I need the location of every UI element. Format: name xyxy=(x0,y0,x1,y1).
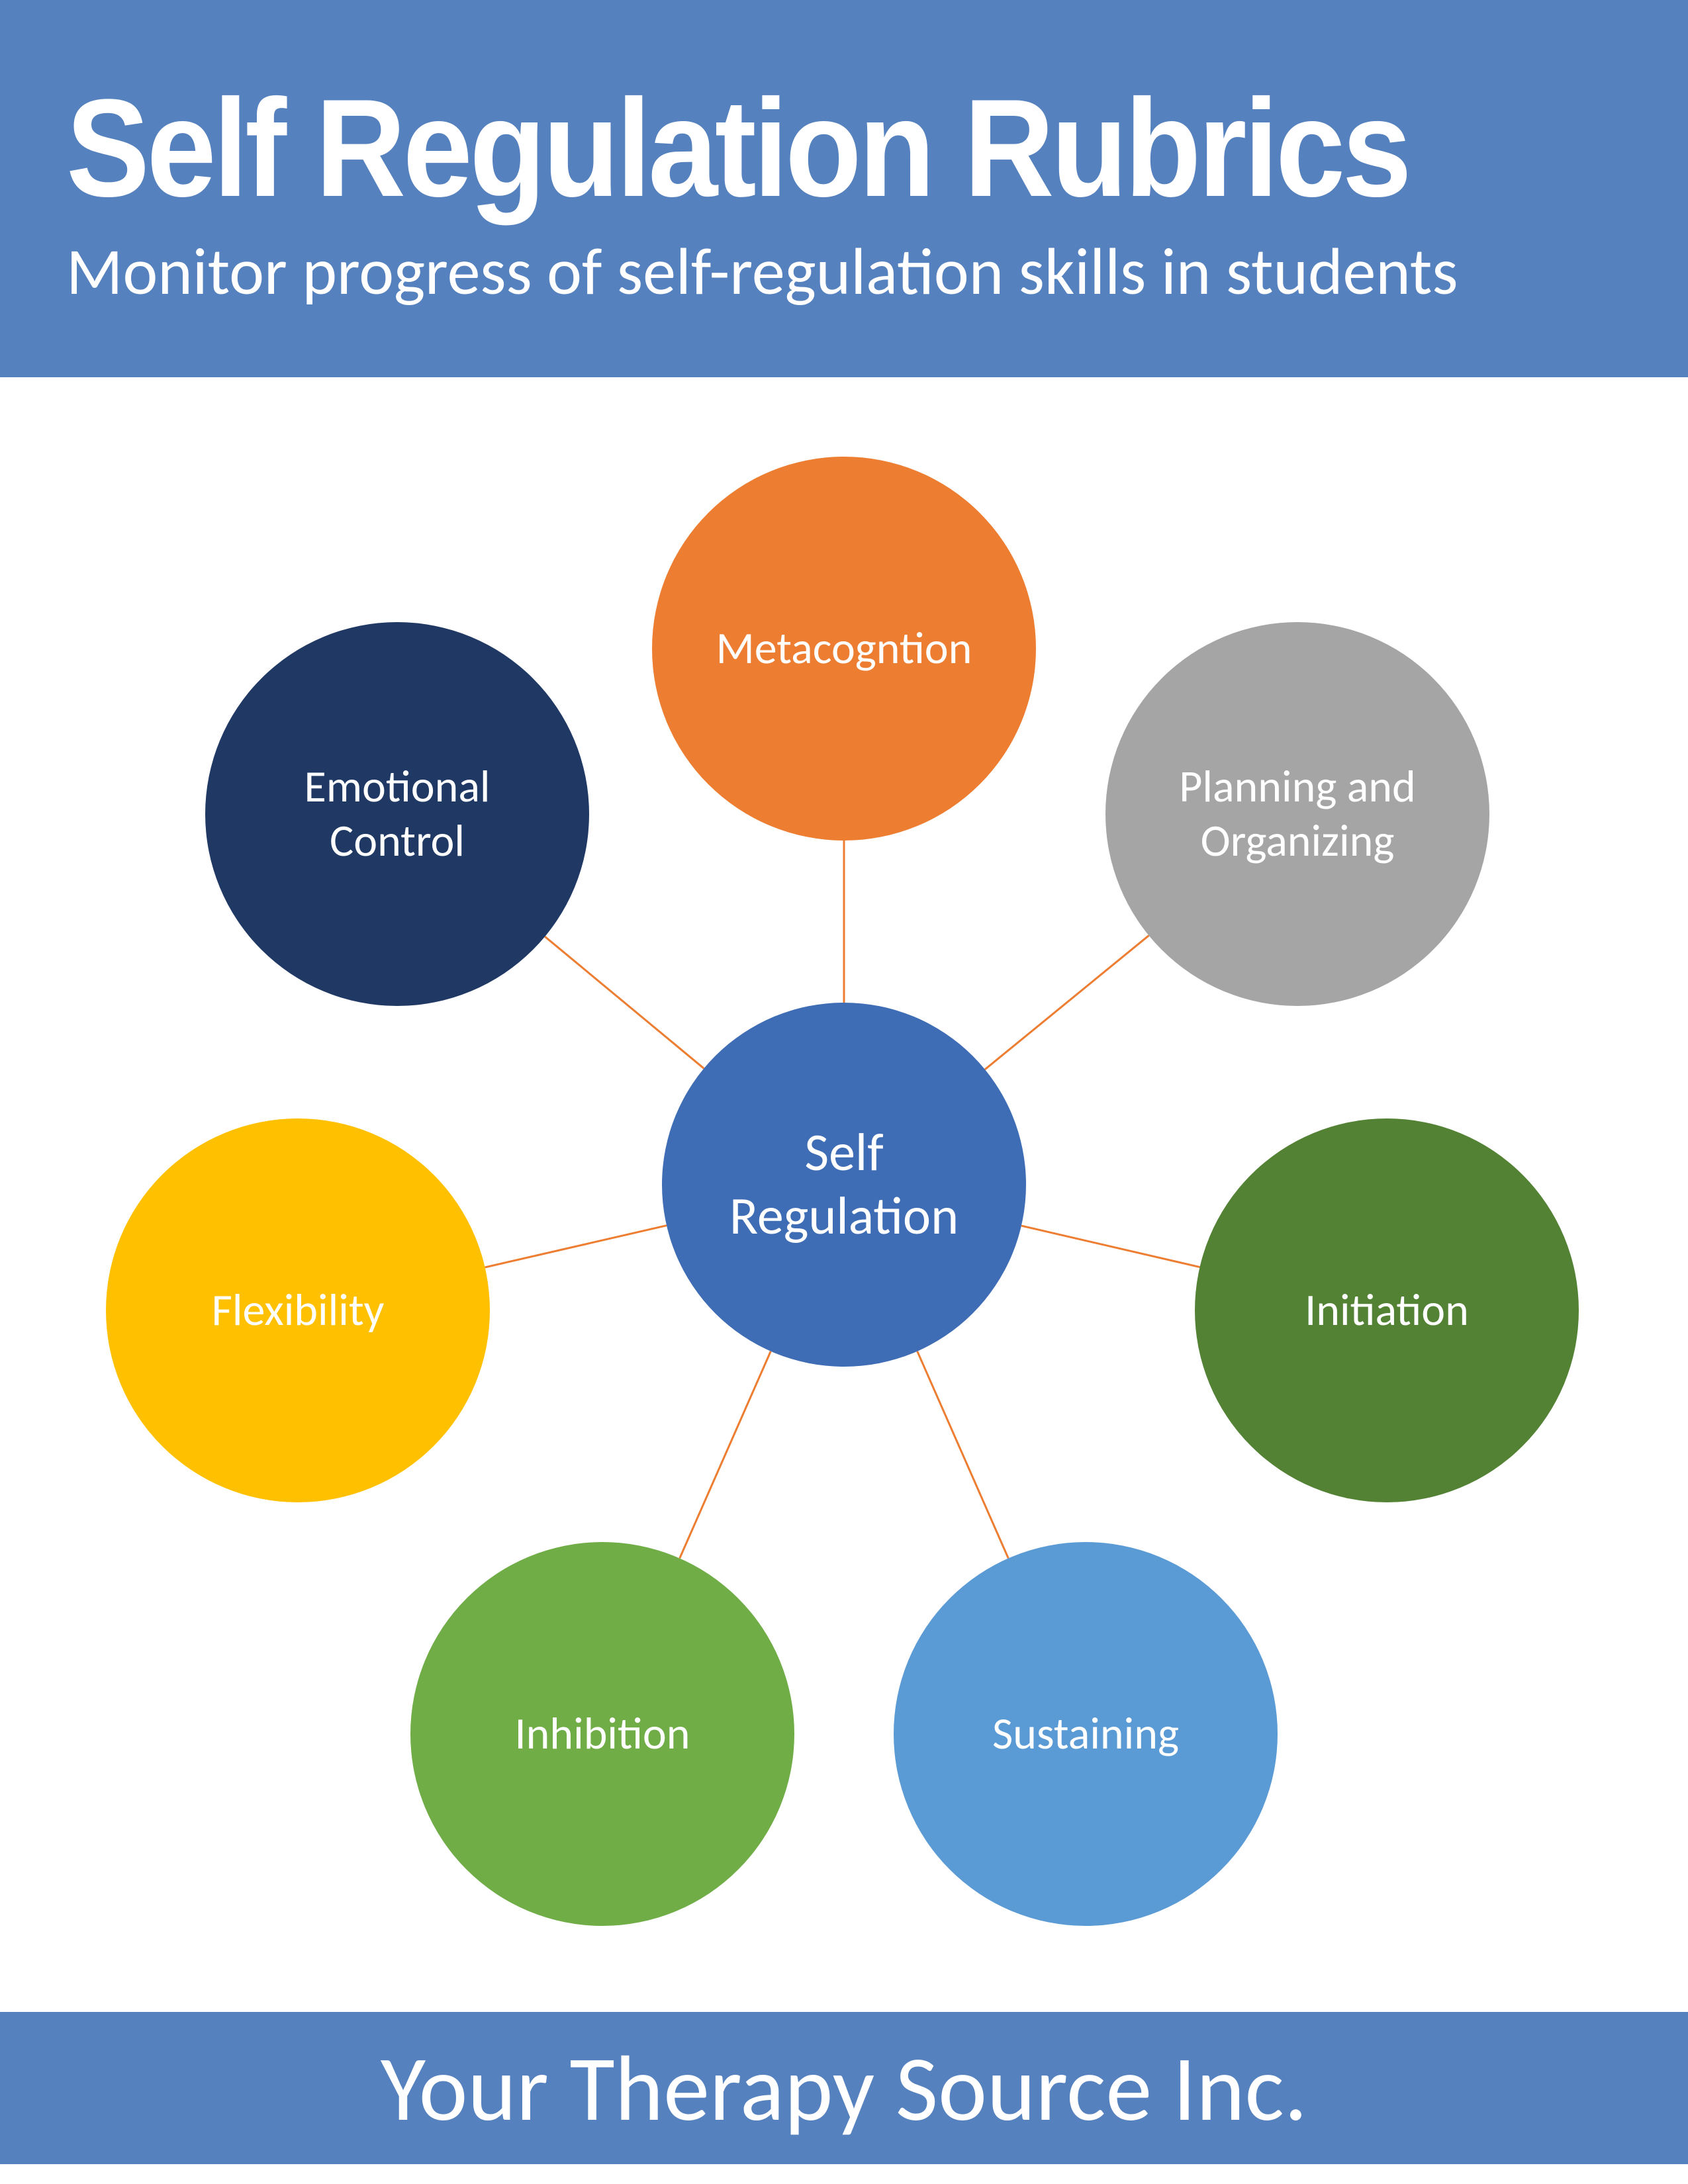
diagram-node: Inhibition xyxy=(410,1542,794,1926)
diagram-node: Metacogntion xyxy=(652,457,1036,841)
node-label-line: Sustaining xyxy=(992,1707,1179,1761)
page-subtitle: Monitor progress of self-regulation skil… xyxy=(66,231,1688,312)
node-label-line: Control xyxy=(330,814,465,868)
node-label-line: Organizing xyxy=(1201,814,1395,868)
diagram-node: Sustaining xyxy=(894,1542,1278,1926)
node-label-line: Initiation xyxy=(1305,1283,1469,1338)
node-label-line: Self xyxy=(804,1121,883,1185)
node-label-line: Metacogntion xyxy=(716,621,972,676)
diagram-node: EmotionalControl xyxy=(205,622,589,1006)
diagram-node: Initiation xyxy=(1195,1118,1579,1502)
diagram-node: SelfRegulation xyxy=(662,1003,1026,1367)
node-label-line: Emotional xyxy=(304,760,490,814)
diagram-node: Flexibility xyxy=(106,1118,490,1502)
node-label-line: Flexibility xyxy=(212,1283,385,1338)
node-label-line: Planning and xyxy=(1179,760,1416,814)
page-title: Self Regulation Rubrics xyxy=(66,79,1526,218)
node-label-line: Inhibition xyxy=(515,1707,690,1761)
footer-bar: Your Therapy Source Inc. xyxy=(0,2012,1688,2164)
footer-text: Your Therapy Source Inc. xyxy=(381,2032,1307,2145)
radial-diagram: Metacogntion Planning andOrganizing Initia… xyxy=(0,417,1688,2005)
node-label-line: Regulation xyxy=(729,1185,959,1248)
diagram-node: Planning andOrganizing xyxy=(1105,622,1489,1006)
header-bar: Self Regulation Rubrics Monitor progress… xyxy=(0,0,1688,377)
